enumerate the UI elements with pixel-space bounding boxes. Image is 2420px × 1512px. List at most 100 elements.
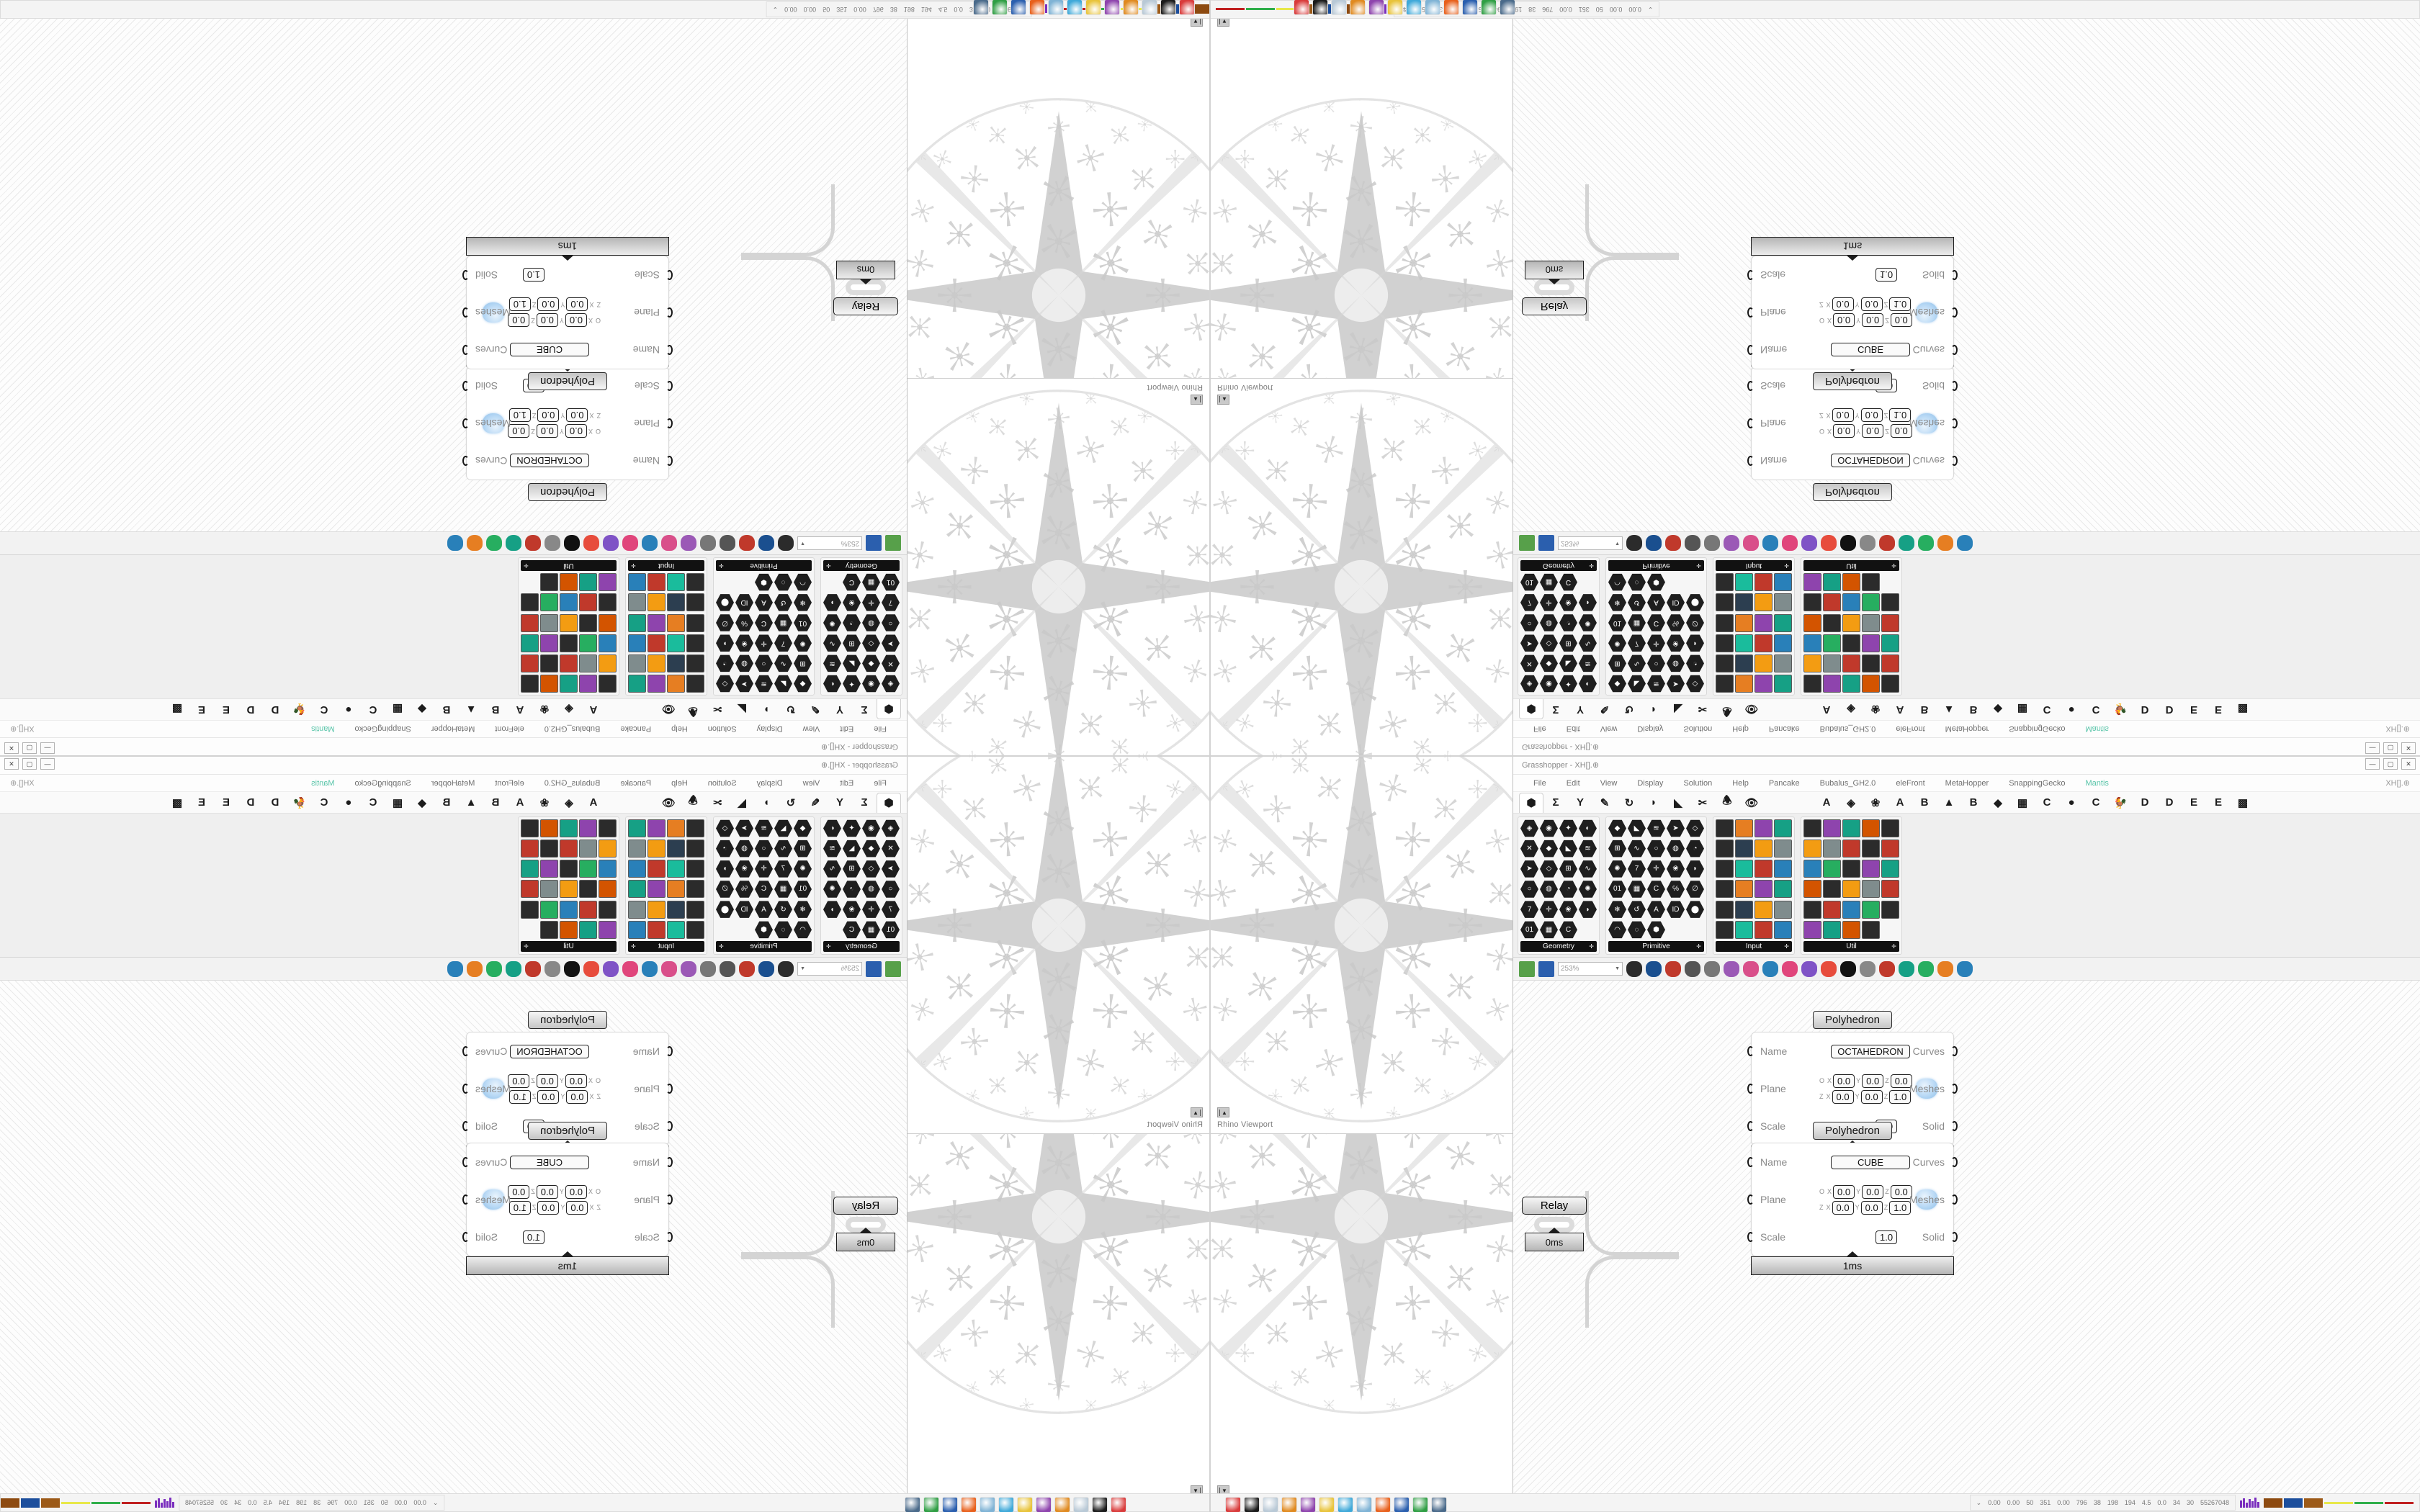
ribbon-icon[interactable] [1735,613,1753,632]
ribbon-icon[interactable]: ➤ [882,634,900,652]
ribbon-icon[interactable]: ❄ [1608,593,1626,611]
tab-primary-9[interactable]: 👁 [1744,703,1759,716]
ribbon-icon[interactable]: ✦ [1559,819,1577,837]
ribbon-icon[interactable]: ↺ [1628,593,1646,611]
ribbon-group-pin-icon[interactable]: ✛ [524,943,529,950]
ribbon-icon[interactable] [686,654,704,672]
ribbon-icon[interactable]: ↺ [774,901,792,919]
ribbon-icon[interactable]: ✛ [755,860,773,878]
ribbon-group-pin-icon[interactable]: ✛ [1784,562,1789,569]
ribbon-icon[interactable] [560,920,578,939]
ribbon-icon[interactable] [1735,675,1753,693]
tab-primary-3[interactable]: ✎ [1600,703,1610,716]
tab-primary-4[interactable]: ↻ [1624,703,1634,716]
ribbon-icon[interactable] [667,613,685,632]
ribbon-icon[interactable] [667,654,685,672]
shade-orange-icon[interactable] [467,960,483,977]
open-folder-icon[interactable] [1519,960,1535,977]
ribbon-icon[interactable] [1862,900,1880,919]
ribbon-icon[interactable]: ∿ [1579,634,1597,652]
ribbon-icon[interactable] [667,920,685,939]
input-port-name[interactable] [666,1157,673,1167]
remote-panel-icon[interactable] [700,960,716,977]
ribbon-icon[interactable] [560,860,578,878]
ribbon-icon[interactable] [686,675,704,693]
plane-zaxis-y-field[interactable]: 0.0 [1860,1200,1883,1215]
shade-outline-icon[interactable] [1860,535,1876,552]
monitor-app-icon[interactable] [1500,0,1515,15]
ribbon-icon[interactable] [540,654,558,672]
shade-blue-icon[interactable] [1957,535,1973,552]
ribbon-icon[interactable] [1803,573,1821,592]
menu-item-bubalus-gh2-0[interactable]: Bubalus_GH2.0 [1819,778,1876,788]
remote-panel-icon[interactable] [1704,535,1720,552]
shade-green-icon[interactable] [1918,535,1934,552]
tab-secondary-1[interactable]: ◈ [1847,703,1855,716]
ribbon-icon[interactable]: ∿ [1628,654,1646,672]
viewport-arrow-button[interactable]: ▲ [1217,395,1229,405]
plane-zaxis-z-field[interactable]: 1.0 [1889,1200,1912,1215]
ribbon-icon[interactable] [1754,920,1773,939]
ribbon-icon[interactable] [1774,819,1792,837]
ribbon-icon[interactable]: ↺ [1628,901,1646,918]
ribbon-icon[interactable] [1716,920,1734,939]
ribbon-icon[interactable]: ❀ [735,634,753,652]
component-body[interactable]: Name CUBE Curves Plane O X 0.0 Y 0.0 Z 0.0 Z X 0.0 Y 0.… [1747,256,1958,369]
ribbon-icon[interactable]: A [1647,901,1665,918]
component-timer-bar[interactable]: 1ms [1751,237,1954,256]
input-port-plane[interactable] [666,1194,673,1205]
maximize-button[interactable]: ▢ [2383,742,2398,754]
ribbon-icon[interactable] [579,819,597,837]
tab-secondary-0[interactable]: A [1822,703,1831,716]
tab-secondary-12[interactable]: 🐓 [2113,796,2128,809]
ribbon-icon[interactable]: 01 [882,921,900,939]
plane-origin-x-field[interactable]: 0.0 [565,1074,587,1088]
tab-primary-2[interactable]: Y [836,703,844,716]
plane-zaxis-z-field[interactable]: 1.0 [508,297,531,312]
ribbon-icon[interactable]: ◆ [1608,819,1626,837]
plane-zaxis-z-field[interactable]: 1.0 [1889,1089,1912,1104]
ribbon-icon[interactable]: 01 [1520,573,1538,591]
menu-item-file[interactable]: File [874,778,887,788]
menu-item-metahopper[interactable]: MetaHopper [431,724,475,734]
ribbon-icon[interactable]: ∿ [774,840,792,858]
tab-secondary-6[interactable]: B [442,703,451,716]
shade-blue-icon[interactable] [447,960,463,977]
tab-secondary-8[interactable]: ▦ [392,703,403,716]
plane-origin-y-field[interactable]: 0.0 [1862,424,1884,438]
firefox-icon[interactable] [1443,0,1459,15]
shade-blue-icon[interactable] [1957,960,1973,977]
close-button[interactable]: ✕ [2401,742,2416,754]
ribbon-icon[interactable]: 01 [1520,921,1538,939]
blue-app-icon[interactable] [1356,1497,1372,1512]
ribbon-icon[interactable]: ✺ [1579,881,1597,898]
ribbon-icon[interactable]: ❄ [1608,901,1626,918]
input-port-scale[interactable] [1747,270,1754,280]
ribbon-icon[interactable]: ∅ [1686,881,1704,898]
ribbon-icon[interactable] [540,920,558,939]
menu-item-elefront[interactable]: eleFront [495,778,524,788]
tab-secondary-13[interactable]: D [271,796,279,809]
ribbon-icon[interactable] [667,573,685,592]
ribbon-icon[interactable]: ∅ [716,614,734,632]
tab-secondary-13[interactable]: D [2141,796,2149,809]
ribbon-icon[interactable]: ↺ [774,593,792,611]
ribbon-icon[interactable]: ◔ [1686,840,1704,858]
profiler-icon[interactable] [1685,960,1700,977]
ribbon-icon[interactable] [1842,880,1860,899]
ribbon-icon[interactable] [1823,675,1841,693]
menu-item-elefront[interactable]: eleFront [1896,724,1925,734]
shade-outline-icon[interactable] [1860,960,1876,977]
red-app-icon[interactable] [1294,0,1309,15]
ribbon-icon[interactable] [628,593,646,612]
ribbon-icon[interactable] [1823,840,1841,858]
ribbon-icon[interactable]: ◆ [1540,654,1558,672]
ribbon-icon[interactable]: ⊞ [1559,634,1577,652]
ribbon-icon[interactable]: ⊞ [843,860,861,878]
plane-zaxis-x-field[interactable]: 0.0 [566,1200,588,1215]
firefox-icon[interactable] [1375,1497,1391,1512]
ribbon-icon[interactable] [579,860,597,878]
open-folder-icon[interactable] [885,535,901,552]
ribbon-icon[interactable]: ◔ [1686,654,1704,672]
input-port-name[interactable] [666,345,673,355]
